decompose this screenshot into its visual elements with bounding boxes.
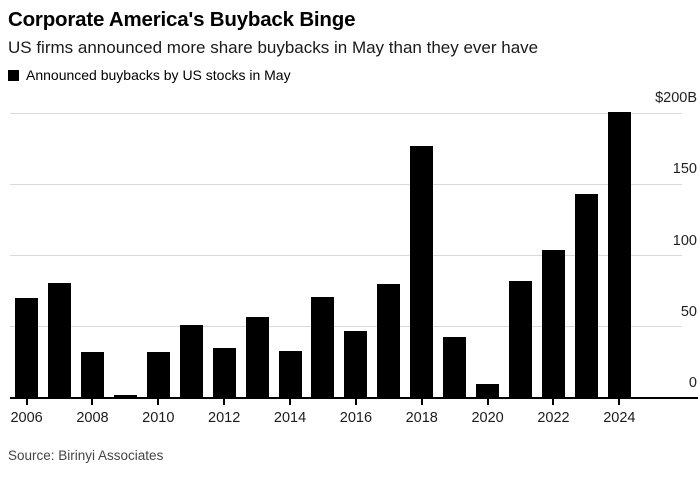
x-tick-2010 [157, 399, 160, 405]
y-axis-label-50: 50 [680, 303, 697, 320]
x-tick-2018 [420, 399, 423, 405]
x-tick-2022 [552, 399, 555, 405]
x-axis-label-2006: 2006 [10, 410, 43, 426]
bar-2014 [278, 350, 302, 398]
x-axis-label-2020: 2020 [471, 410, 504, 426]
legend-label: Announced buybacks by US stocks in May [26, 67, 291, 83]
source-note: Source: Birinyi Associates [8, 448, 164, 463]
x-axis-label-2010: 2010 [142, 410, 175, 426]
x-tick-2012 [223, 399, 226, 405]
y-axis-label-150: 150 [672, 161, 697, 178]
x-axis-label-2016: 2016 [339, 410, 373, 426]
bar-2008 [80, 352, 104, 398]
gridline-150 [10, 183, 682, 185]
bar-2021 [509, 281, 533, 398]
legend-swatch-icon [8, 69, 19, 81]
bar-2022 [541, 249, 565, 398]
x-axis-label-2014: 2014 [273, 410, 307, 426]
x-tick-2014 [289, 399, 292, 405]
gridline-100 [10, 255, 682, 256]
x-tick-2016 [354, 399, 357, 405]
x-axis-label-2024: 2024 [603, 410, 636, 426]
bar-2013 [245, 316, 269, 398]
page-title: Corporate America's Buyback Binge [8, 8, 356, 31]
bar-2011 [179, 325, 203, 398]
bar-2019 [443, 336, 467, 398]
bar-2007 [48, 282, 72, 398]
bar-2023 [574, 194, 598, 398]
x-tick-2006 [25, 399, 28, 405]
x-tick-2024 [618, 399, 621, 405]
bar-2018 [410, 145, 434, 398]
x-axis-label-2022: 2022 [537, 410, 570, 426]
y-axis-label-100: 100 [672, 232, 697, 249]
gridline-50 [10, 326, 682, 328]
bar-2015 [311, 296, 335, 398]
bar-2024 [607, 111, 631, 398]
chart-subtitle: US firms announced more share buybacks i… [8, 38, 539, 57]
legend: Announced buybacks by US stocks in May [8, 67, 291, 83]
x-axis-line [10, 397, 698, 399]
x-axis-label-2012: 2012 [208, 410, 241, 426]
x-axis-label-2008: 2008 [76, 410, 109, 426]
x-axis-label-2018: 2018 [405, 410, 438, 426]
x-tick-2020 [486, 399, 489, 405]
bar-2016 [344, 331, 368, 398]
x-tick-2008 [91, 399, 94, 405]
y-axis-label-0: 0 [688, 375, 697, 391]
bar-2010 [146, 352, 170, 398]
bar-2009 [113, 395, 137, 398]
bar-2012 [212, 348, 236, 398]
gridline-200 [10, 112, 682, 114]
bar-2017 [377, 284, 401, 398]
bar-2006 [15, 298, 39, 398]
bar-2020 [476, 383, 500, 398]
y-axis-label-200: $200B [655, 90, 697, 106]
